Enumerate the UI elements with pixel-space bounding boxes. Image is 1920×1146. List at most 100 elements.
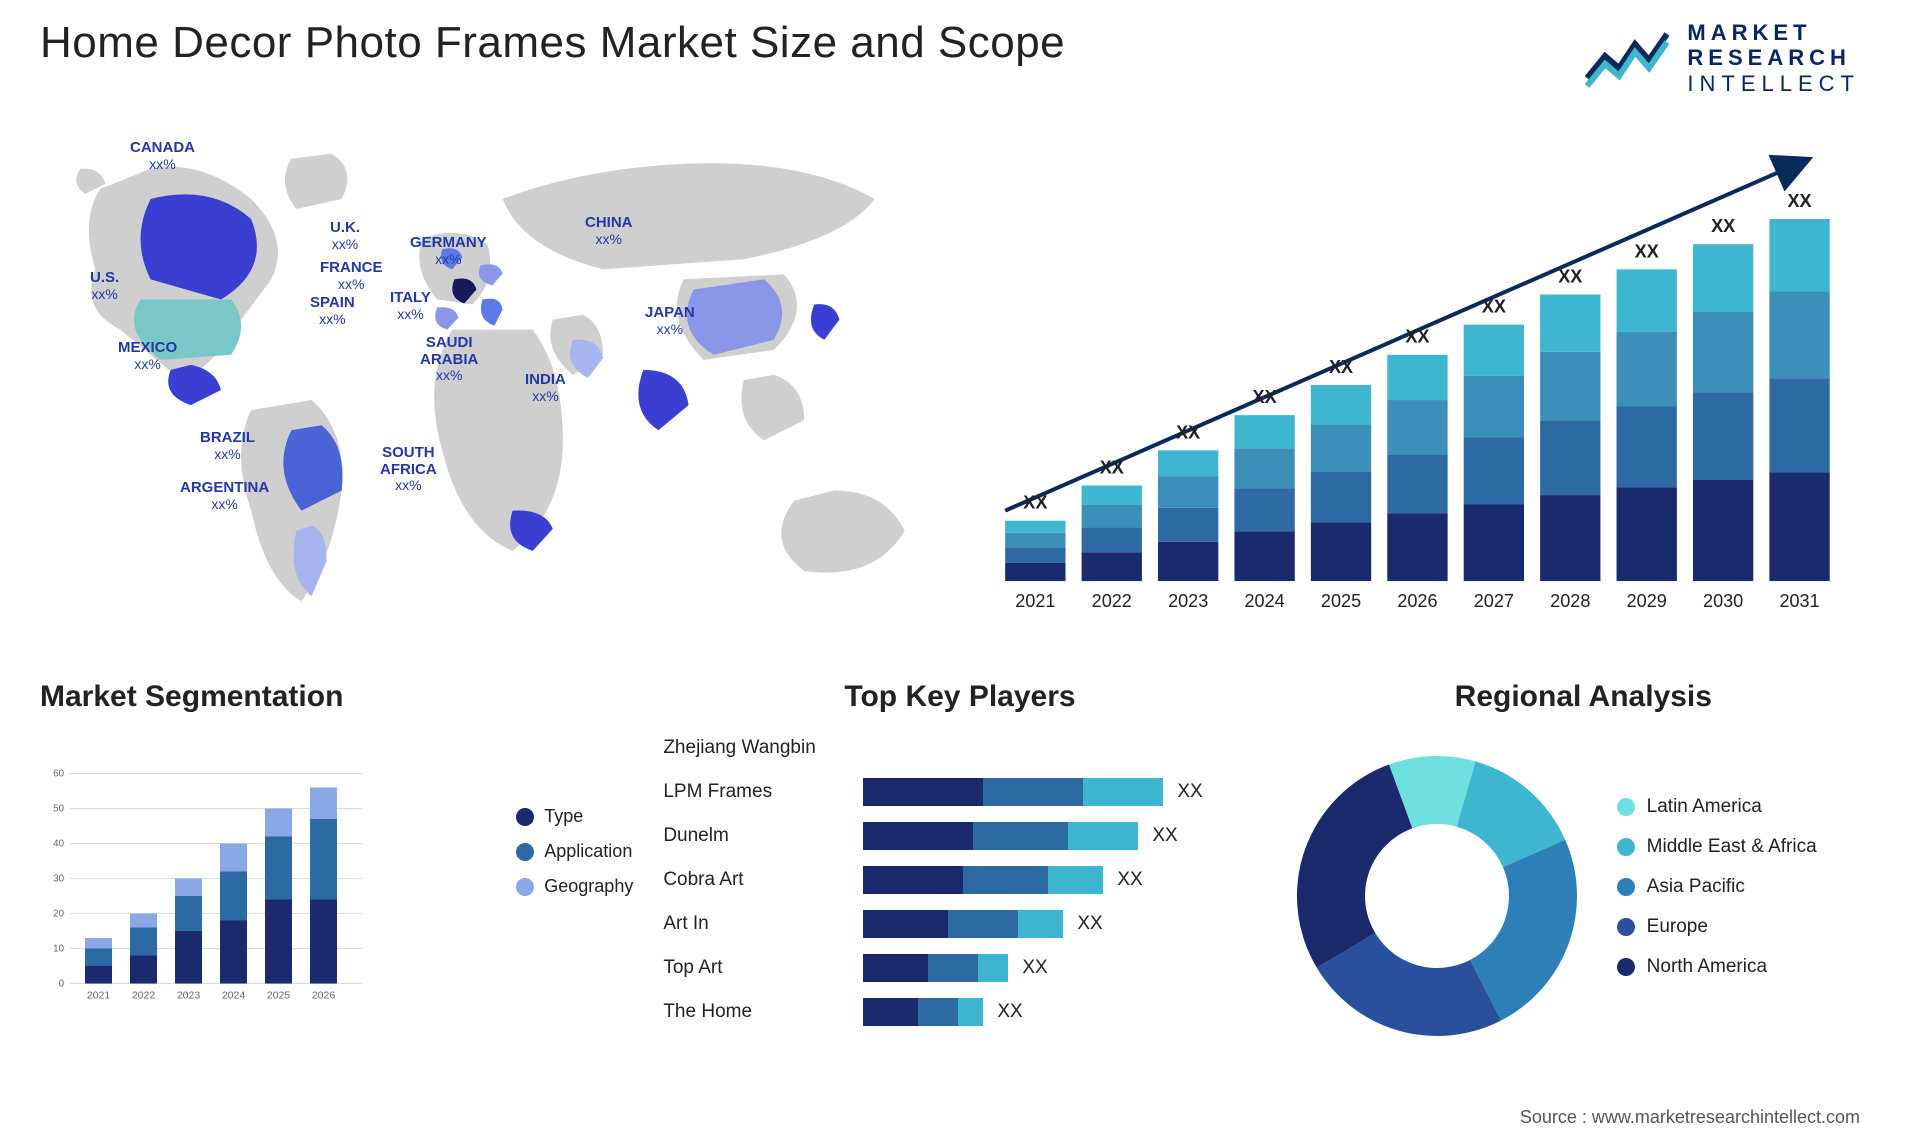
page-title: Home Decor Photo Frames Market Size and … (40, 18, 1065, 68)
player-name: Top Art (663, 957, 863, 979)
map-label: JAPANxx% (645, 305, 695, 337)
svg-text:XX: XX (1787, 191, 1811, 211)
svg-text:2029: 2029 (1627, 591, 1667, 611)
regional-panel: Regional Analysis Latin America Middle Ea… (1287, 680, 1880, 1096)
svg-text:2028: 2028 (1550, 591, 1590, 611)
svg-text:2022: 2022 (1092, 591, 1132, 611)
svg-text:XX: XX (1558, 266, 1582, 286)
player-bar (863, 910, 1063, 938)
logo-mark-icon (1585, 26, 1671, 90)
legend-item: Europe (1617, 916, 1817, 938)
svg-text:2030: 2030 (1703, 591, 1743, 611)
svg-text:2026: 2026 (1397, 591, 1437, 611)
legend-item: Application (516, 841, 633, 862)
player-bar (863, 822, 1138, 850)
svg-text:2024: 2024 (222, 990, 246, 1002)
svg-text:2031: 2031 (1779, 591, 1819, 611)
player-bar (863, 954, 1008, 982)
regional-legend: Latin America Middle East & Africa Asia Pa… (1617, 796, 1817, 996)
player-row: Cobra Art XX (663, 858, 1256, 902)
map-label: CANADAxx% (130, 140, 195, 172)
player-value: XX (1177, 781, 1202, 803)
svg-text:50: 50 (53, 804, 64, 815)
map-label: SAUDIARABIAxx% (420, 335, 478, 383)
svg-text:2026: 2026 (312, 990, 336, 1002)
map-label: U.K.xx% (330, 220, 360, 252)
player-value: XX (1117, 869, 1142, 891)
svg-text:XX: XX (1253, 387, 1277, 407)
player-name: The Home (663, 1001, 863, 1023)
player-row: The Home XX (663, 990, 1256, 1034)
svg-text:2021: 2021 (87, 990, 111, 1002)
map-label: U.S.xx% (90, 270, 119, 302)
segmentation-panel: Market Segmentation 0 10 20 30 40 50 60 2021 202… (40, 680, 633, 1096)
forecast-chart: XX 2021 XX 2022 XX 2023 XX 2024 XX 2025 XX 2026 XX 20… (975, 120, 1880, 660)
map-label: SOUTHAFRICAxx% (380, 445, 437, 493)
player-row: LPM FramesXX (663, 770, 1256, 814)
segmentation-chart: 0 10 20 30 40 50 60 2021 2022 2023 2024 2025 2026 (40, 726, 370, 1046)
svg-text:60: 60 (53, 769, 64, 780)
player-bar (863, 866, 1103, 894)
player-value: XX (1152, 825, 1177, 847)
svg-text:XX: XX (1711, 216, 1735, 236)
map-label: CHINAxx% (585, 215, 633, 247)
map-label: SPAINxx% (310, 295, 355, 327)
regional-title: Regional Analysis (1287, 680, 1880, 714)
player-value: XX (1022, 957, 1047, 979)
svg-text:0: 0 (59, 979, 65, 990)
segmentation-title: Market Segmentation (40, 680, 633, 714)
svg-text:2025: 2025 (1321, 591, 1361, 611)
player-name: Art In (663, 913, 863, 935)
svg-text:2021: 2021 (1015, 591, 1055, 611)
brand-logo: MARKET RESEARCH INTELLECT (1585, 20, 1860, 96)
world-map-panel: CANADAxx% U.S.xx% MEXICOxx% BRAZILxx% ARGENT… (40, 120, 945, 660)
svg-text:XX: XX (1329, 357, 1353, 377)
map-label: ARGENTINAxx% (180, 480, 269, 512)
legend-item: Type (516, 806, 633, 827)
map-label: ITALYxx% (390, 290, 431, 322)
svg-text:2027: 2027 (1474, 591, 1514, 611)
svg-text:XX: XX (1023, 493, 1047, 513)
svg-text:XX: XX (1176, 422, 1200, 442)
players-chart: Zhejiang WangbinLPM FramesXXDunelmXXCobr… (663, 726, 1256, 1066)
svg-text:2024: 2024 (1244, 591, 1284, 611)
player-name: Dunelm (663, 825, 863, 847)
player-name: Zhejiang Wangbin (663, 737, 863, 759)
svg-text:10: 10 (53, 944, 64, 955)
world-map (40, 120, 945, 660)
players-title: Top Key Players (663, 680, 1256, 714)
svg-text:30: 30 (53, 874, 64, 885)
map-label: BRAZILxx% (200, 430, 255, 462)
svg-text:XX: XX (1100, 457, 1124, 477)
player-row: Art In XX (663, 902, 1256, 946)
source-label: Source : www.marketresearchintellect.com (1520, 1107, 1860, 1128)
svg-text:2023: 2023 (177, 990, 201, 1002)
logo-line3: INTELLECT (1687, 71, 1860, 96)
map-label: INDIAxx% (525, 372, 566, 404)
player-row: Dunelm XX (663, 814, 1256, 858)
legend-item: Middle East & Africa (1617, 836, 1817, 858)
player-bar (863, 998, 983, 1026)
player-value: XX (1077, 913, 1102, 935)
logo-line2: RESEARCH (1687, 45, 1860, 70)
map-label: MEXICOxx% (118, 340, 177, 372)
svg-text:20: 20 (53, 909, 64, 920)
svg-text:2023: 2023 (1168, 591, 1208, 611)
legend-item: Geography (516, 876, 633, 897)
svg-text:XX: XX (1635, 241, 1659, 261)
player-value: XX (997, 1001, 1022, 1023)
svg-text:40: 40 (53, 839, 64, 850)
svg-text:2025: 2025 (267, 990, 291, 1002)
svg-text:XX: XX (1405, 327, 1429, 347)
player-name: Cobra Art (663, 869, 863, 891)
map-label: FRANCExx% (320, 260, 383, 292)
svg-text:XX: XX (1482, 297, 1506, 317)
players-panel: Top Key Players Zhejiang Wangbin LPM Fram… (663, 680, 1256, 1096)
legend-item: Latin America (1617, 796, 1817, 818)
svg-text:2022: 2022 (132, 990, 156, 1002)
player-bar (863, 778, 1163, 806)
legend-item: Asia Pacific (1617, 876, 1817, 898)
segmentation-legend: Type Application Geography (516, 806, 633, 911)
logo-line1: MARKET (1687, 20, 1860, 45)
player-row: Zhejiang Wangbin (663, 726, 1256, 770)
